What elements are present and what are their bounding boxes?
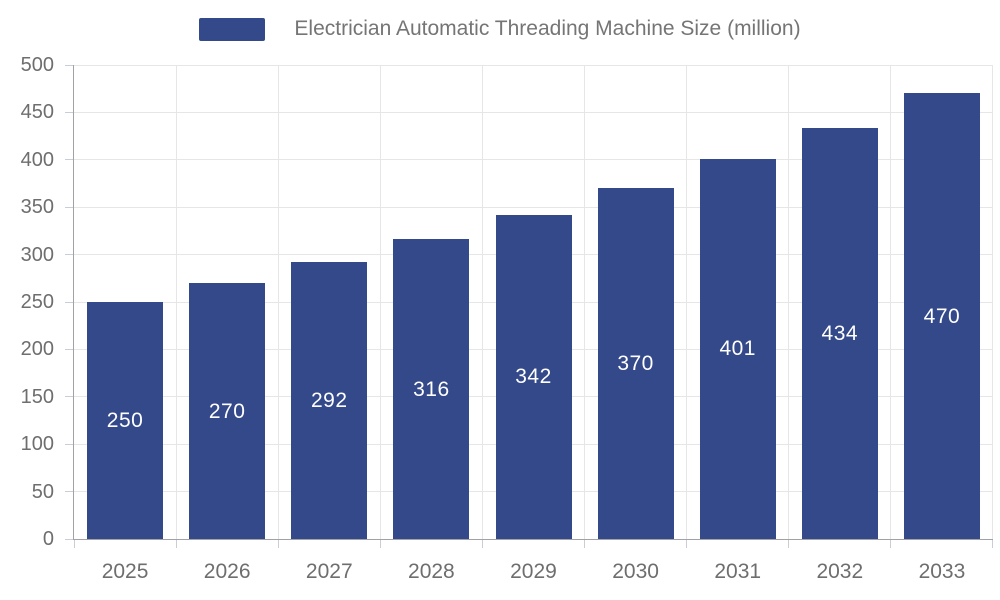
bar-2033[interactable]: 470 [903,93,980,539]
h-gridline [74,111,993,113]
x-axis-tick-label: 2033 [918,560,966,583]
bar-value-label: 250 [106,409,144,432]
v-gridline [890,65,892,539]
x-axis-tick-label: 2026 [203,560,251,583]
x-axis-tick-label: 2027 [305,560,353,583]
bar-value-label: 470 [923,304,961,328]
y-tick [65,159,73,161]
x-tick [890,540,892,548]
y-axis-tick-label: 50 [31,480,54,503]
bar-value-label: 401 [719,337,756,361]
y-axis-tick-label: 0 [42,528,54,550]
bar-value-label: 270 [208,399,246,423]
y-axis-tick-label: 150 [20,385,54,408]
bar-2025[interactable]: 250 [87,302,164,539]
bar-value-label: 342 [515,365,552,389]
x-tick [584,540,586,548]
y-tick [65,491,73,493]
h-gridline [74,64,993,66]
h-gridline [74,159,993,161]
v-gridline [686,65,688,539]
x-tick [379,540,381,548]
bar-2026[interactable]: 270 [189,283,266,539]
y-axis-tick-label: 350 [20,196,54,219]
bar-value-label: 434 [821,321,859,345]
y-axis-tick-label: 400 [20,148,54,171]
y-tick [65,443,73,445]
x-tick [175,540,177,548]
legend-item[interactable]: Electrician Automatic Threading Machine … [199,16,801,42]
bar-value-label: 370 [617,352,654,376]
y-tick [65,396,73,398]
x-axis-tick-label: 2028 [408,560,455,583]
y-tick [65,348,73,350]
bar-2031[interactable]: 401 [699,158,776,539]
bar-2029[interactable]: 342 [495,214,572,539]
bar-2030[interactable]: 370 [597,188,674,539]
y-axis-tick-label: 450 [20,101,54,124]
y-tick [65,64,73,66]
bar-2028[interactable]: 316 [393,239,470,539]
x-tick [992,540,993,548]
x-tick [73,540,75,548]
y-axis-tick-label: 100 [20,433,54,456]
x-axis-tick-label: 2030 [612,560,659,583]
h-gridline [74,206,993,208]
x-tick [481,540,483,548]
x-axis-tick-label: 2032 [816,560,864,583]
x-axis-tick-label: 2025 [101,560,149,583]
y-tick [65,111,73,113]
y-axis-tick-label: 300 [20,243,54,266]
v-gridline [379,65,381,539]
x-axis-tick-label: 2031 [714,560,762,583]
x-tick [686,540,688,548]
y-tick [65,538,73,540]
bar-value-label: 292 [310,389,348,413]
legend-swatch [199,17,266,41]
x-tick [277,540,279,548]
x-axis-tick-label: 2029 [510,560,557,583]
y-axis-line [73,65,74,540]
y-axis-tick-label: 200 [20,338,54,361]
v-gridline [584,65,586,539]
plot-area: 250 270 292 316 342 370 401 434 470 [65,64,993,548]
y-axis-tick-label: 500 [20,54,54,76]
y-axis-labels: 0 50 100 150 200 250 300 350 400 450 500 [0,54,62,550]
legend-label: Electrician Automatic Threading Machine … [294,17,801,40]
x-axis-labels: 2025 2026 2027 2028 2029 2030 2031 2032 2033 [74,558,993,586]
x-axis-line [73,539,993,540]
legend: Electrician Automatic Threading Machine … [0,16,1000,42]
y-tick [65,301,73,303]
bar-2032[interactable]: 434 [801,127,878,539]
v-gridline [788,65,790,539]
v-gridline [992,65,993,539]
x-tick [788,540,790,548]
y-axis-tick-label: 250 [20,291,54,313]
y-tick [65,254,73,256]
v-gridline [175,65,177,539]
v-gridline [277,65,279,539]
y-tick [65,206,73,208]
bar-value-label: 316 [413,377,450,401]
v-gridline [481,65,483,539]
bar-2027[interactable]: 292 [291,262,368,539]
